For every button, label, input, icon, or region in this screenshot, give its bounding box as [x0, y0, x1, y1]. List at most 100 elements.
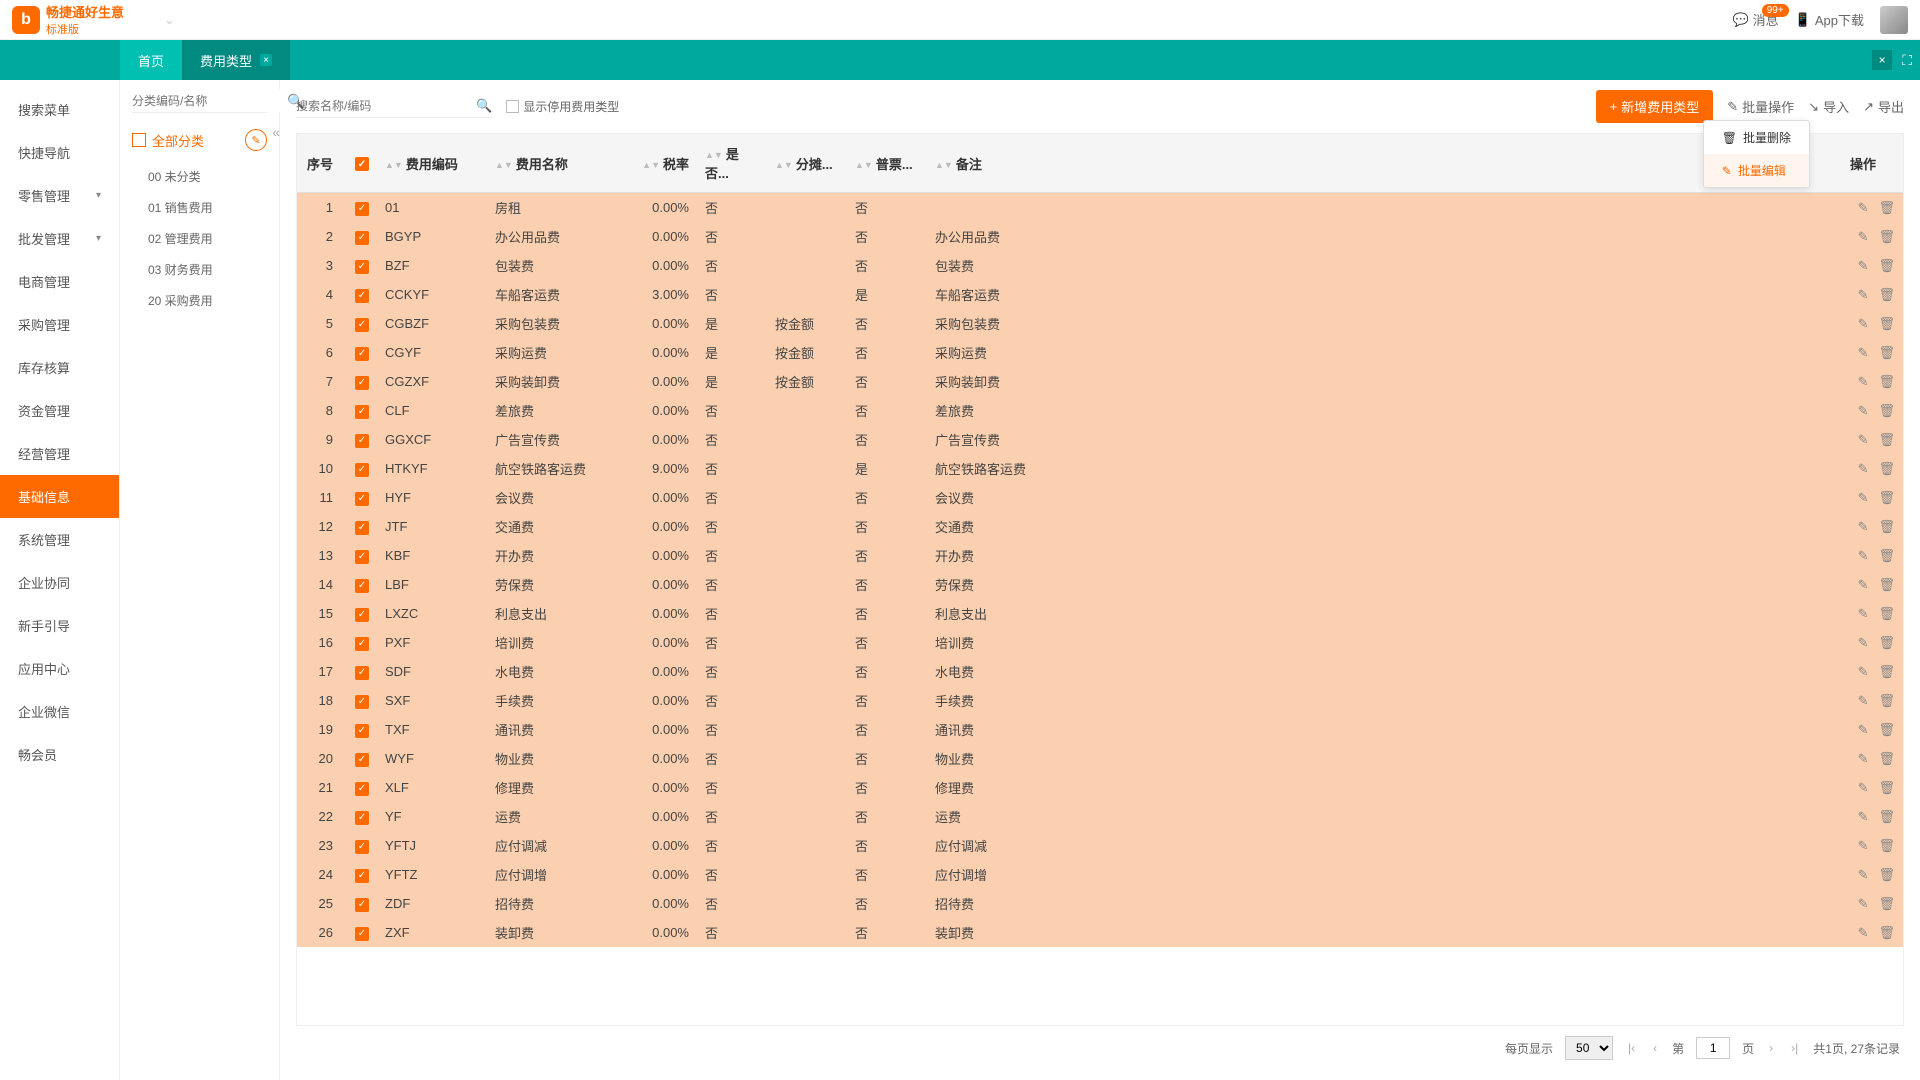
row-checkbox[interactable]: ✓ [355, 405, 369, 419]
sidebar-item[interactable]: 电商管理 [0, 260, 119, 303]
sidebar-item[interactable]: 批发管理▾ [0, 217, 119, 260]
next-page-button[interactable]: › [1766, 1041, 1776, 1055]
sidebar-item[interactable]: 经营管理 [0, 432, 119, 475]
edit-icon[interactable]: ✎ [1858, 751, 1869, 767]
row-checkbox[interactable]: ✓ [355, 550, 369, 564]
row-checkbox[interactable]: ✓ [355, 608, 369, 622]
cell-check[interactable]: ✓ [347, 889, 377, 918]
cell-check[interactable]: ✓ [347, 367, 377, 396]
page-size-select[interactable]: 50 [1565, 1036, 1613, 1060]
delete-icon[interactable]: 🗑 [1878, 316, 1895, 332]
cell-check[interactable]: ✓ [347, 338, 377, 367]
col-alloc[interactable]: ▲▼分摊... [767, 134, 847, 193]
row-checkbox[interactable]: ✓ [355, 202, 369, 216]
cell-check[interactable]: ✓ [347, 454, 377, 483]
sidebar-item[interactable]: 系统管理 [0, 518, 119, 561]
sidebar-item[interactable]: 企业微信 [0, 690, 119, 733]
sidebar-item[interactable]: 资金管理 [0, 389, 119, 432]
edit-icon[interactable]: ✎ [1858, 345, 1869, 361]
cell-check[interactable]: ✓ [347, 860, 377, 889]
first-page-button[interactable]: |‹ [1625, 1041, 1638, 1055]
row-checkbox[interactable]: ✓ [355, 753, 369, 767]
sidebar-item[interactable]: 采购管理 [0, 303, 119, 346]
row-checkbox[interactable]: ✓ [355, 898, 369, 912]
delete-icon[interactable]: 🗑 [1878, 722, 1895, 738]
search-icon[interactable]: 🔍 [476, 98, 492, 114]
delete-icon[interactable]: 🗑 [1878, 519, 1895, 535]
row-checkbox[interactable]: ✓ [355, 347, 369, 361]
category-search-input[interactable] [132, 90, 287, 112]
close-icon[interactable]: × [260, 54, 272, 66]
cell-check[interactable]: ✓ [347, 309, 377, 338]
add-button[interactable]: + 新增费用类型 [1596, 90, 1714, 123]
row-checkbox[interactable]: ✓ [355, 492, 369, 506]
cell-check[interactable]: ✓ [347, 512, 377, 541]
sidebar-item[interactable]: 新手引导 [0, 604, 119, 647]
import-button[interactable]: ↘ 导入 [1808, 97, 1849, 116]
col-bool2[interactable]: ▲▼普票... [847, 134, 927, 193]
cell-check[interactable]: ✓ [347, 483, 377, 512]
edit-icon[interactable]: ✎ [1858, 229, 1869, 245]
delete-icon[interactable]: 🗑 [1878, 432, 1895, 448]
col-check[interactable]: ✓ [347, 134, 377, 193]
sidebar-item[interactable]: 基础信息 [0, 475, 119, 518]
edit-icon[interactable]: ✎ [1858, 635, 1869, 651]
edit-icon[interactable]: ✎ [1858, 896, 1869, 912]
cell-check[interactable]: ✓ [347, 222, 377, 251]
edit-icon[interactable]: ✎ [1858, 809, 1869, 825]
row-checkbox[interactable]: ✓ [355, 521, 369, 535]
edit-icon[interactable]: ✎ [1858, 693, 1869, 709]
row-checkbox[interactable]: ✓ [355, 260, 369, 274]
cell-check[interactable]: ✓ [347, 657, 377, 686]
edit-icon[interactable]: ✎ [1858, 490, 1869, 506]
batch-button[interactable]: ✎ 批量操作 [1727, 97, 1794, 116]
category-item[interactable]: 03 财务费用 [120, 254, 279, 285]
cell-check[interactable]: ✓ [347, 715, 377, 744]
edit-icon[interactable]: ✎ [1858, 287, 1869, 303]
row-checkbox[interactable]: ✓ [355, 782, 369, 796]
edit-icon[interactable]: ✎ [1858, 577, 1869, 593]
sidebar-item[interactable]: 畅会员 [0, 733, 119, 776]
cell-check[interactable]: ✓ [347, 831, 377, 860]
col-seq[interactable]: 序号 [297, 134, 347, 193]
edit-icon[interactable]: ✎ [1858, 432, 1869, 448]
delete-icon[interactable]: 🗑 [1878, 809, 1895, 825]
search-icon[interactable]: 🔍 [287, 93, 304, 110]
category-edit-button[interactable]: ✎ [245, 129, 267, 151]
delete-icon[interactable]: 🗑 [1878, 867, 1895, 883]
sidebar-item[interactable]: 企业协同 [0, 561, 119, 604]
row-checkbox[interactable]: ✓ [355, 376, 369, 390]
delete-icon[interactable]: 🗑 [1878, 664, 1895, 680]
sidebar-item[interactable]: 快捷导航 [0, 131, 119, 174]
cell-check[interactable]: ✓ [347, 599, 377, 628]
sidebar-item[interactable]: 应用中心 [0, 647, 119, 690]
download-link[interactable]: 📱 App下载 [1795, 10, 1864, 29]
edit-icon[interactable]: ✎ [1858, 200, 1869, 216]
row-checkbox[interactable]: ✓ [355, 840, 369, 854]
cell-check[interactable]: ✓ [347, 541, 377, 570]
delete-icon[interactable]: 🗑 [1878, 925, 1895, 941]
cell-check[interactable]: ✓ [347, 193, 377, 223]
category-item[interactable]: 02 管理费用 [120, 223, 279, 254]
delete-icon[interactable]: 🗑 [1878, 287, 1895, 303]
show-disabled-checkbox[interactable]: 显示停用费用类型 [506, 98, 619, 115]
col-name[interactable]: ▲▼费用名称 [487, 134, 627, 193]
row-checkbox[interactable]: ✓ [355, 289, 369, 303]
sidebar-item[interactable]: 库存核算 [0, 346, 119, 389]
fullscreen-icon[interactable]: ⛶ [1902, 52, 1912, 69]
batch-edit-item[interactable]: ✎ 批量编辑 [1704, 154, 1809, 187]
delete-icon[interactable]: 🗑 [1878, 838, 1895, 854]
edit-icon[interactable]: ✎ [1858, 780, 1869, 796]
row-checkbox[interactable]: ✓ [355, 318, 369, 332]
delete-icon[interactable]: 🗑 [1878, 635, 1895, 651]
sidebar-item[interactable]: 搜索菜单 [0, 88, 119, 131]
delete-icon[interactable]: 🗑 [1878, 606, 1895, 622]
delete-icon[interactable]: 🗑 [1878, 200, 1895, 216]
row-checkbox[interactable]: ✓ [355, 434, 369, 448]
delete-icon[interactable]: 🗑 [1878, 345, 1895, 361]
delete-icon[interactable]: 🗑 [1878, 751, 1895, 767]
delete-icon[interactable]: 🗑 [1878, 374, 1895, 390]
edit-icon[interactable]: ✎ [1858, 606, 1869, 622]
cell-check[interactable]: ✓ [347, 773, 377, 802]
delete-icon[interactable]: 🗑 [1878, 577, 1895, 593]
